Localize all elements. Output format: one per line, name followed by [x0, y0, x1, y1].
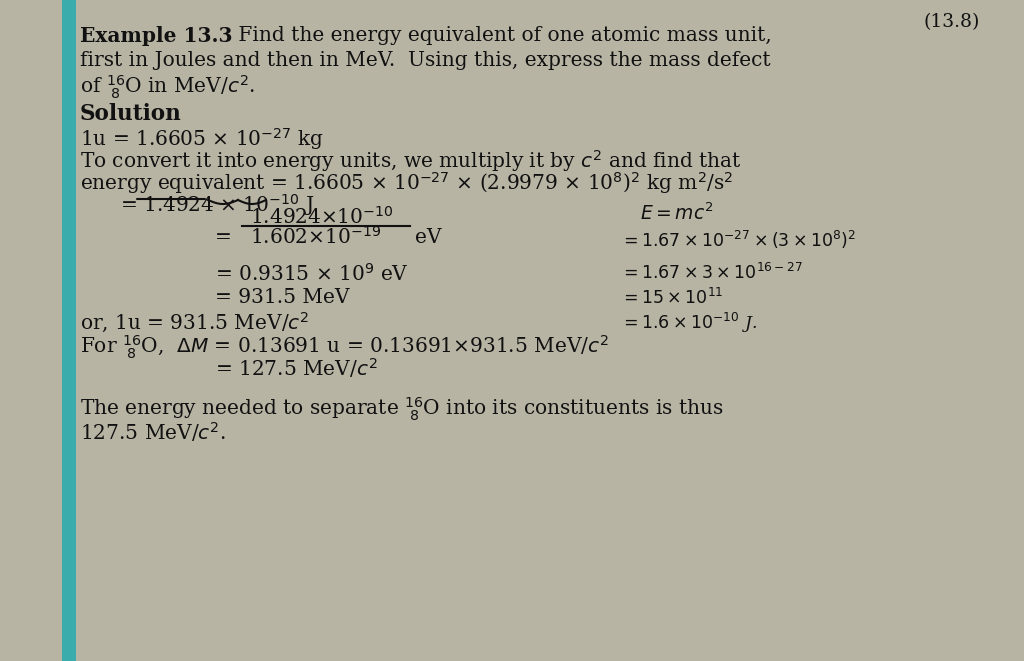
- Text: 127.5 MeV/$c^2$.: 127.5 MeV/$c^2$.: [80, 420, 226, 444]
- Text: For $^{16}_{\ 8}$O,  $\Delta M$ = 0.13691 u = 0.13691$\times$931.5 MeV/$c^2$: For $^{16}_{\ 8}$O, $\Delta M$ = 0.13691…: [80, 334, 609, 362]
- Text: eV: eV: [415, 228, 441, 247]
- Text: =: =: [215, 228, 231, 247]
- Text: $E = mc^2$: $E = mc^2$: [640, 203, 714, 225]
- Text: 1u = 1.6605 $\times$ 10$^{-27}$ kg: 1u = 1.6605 $\times$ 10$^{-27}$ kg: [80, 126, 325, 152]
- Text: To convert it into energy units, we multiply it by $c^2$ and find that: To convert it into energy units, we mult…: [80, 148, 741, 174]
- Text: of $^{16}_{\ 8}$O in MeV/$c^2$.: of $^{16}_{\ 8}$O in MeV/$c^2$.: [80, 74, 255, 101]
- Text: The energy needed to separate $^{16}_{\ 8}$O into its constituents is thus: The energy needed to separate $^{16}_{\ …: [80, 396, 724, 424]
- Text: $= 1.6 \times 10^{-10}$ J.: $= 1.6 \times 10^{-10}$ J.: [620, 311, 757, 335]
- Text: $= 15 \times 10^{11}$: $= 15 \times 10^{11}$: [620, 288, 723, 308]
- Text: = 931.5 MeV: = 931.5 MeV: [215, 288, 349, 307]
- Text: = 0.9315 $\times$ 10$^9$ eV: = 0.9315 $\times$ 10$^9$ eV: [215, 263, 409, 285]
- Text: 1.602$\times$10$^{-19}$: 1.602$\times$10$^{-19}$: [250, 226, 381, 248]
- Text: energy equivalent = 1.6605 $\times$ 10$^{-27}$ $\times$ (2.9979 $\times$ 10$^8$): energy equivalent = 1.6605 $\times$ 10$^…: [80, 170, 733, 196]
- Text: = 1.4924 $\times$ 10$^{-10}$ J: = 1.4924 $\times$ 10$^{-10}$ J: [120, 192, 314, 218]
- Text: Find the energy equivalent of one atomic mass unit,: Find the energy equivalent of one atomic…: [232, 26, 772, 45]
- Text: $= 1.67 \times 10^{-27} \times (3 \times 10^8)^2$: $= 1.67 \times 10^{-27} \times (3 \times…: [620, 229, 856, 251]
- Text: $= 1.67 \times 3 \times 10^{16-27}$: $= 1.67 \times 3 \times 10^{16-27}$: [620, 263, 803, 283]
- Text: 1.4924$\times$10$^{-10}$: 1.4924$\times$10$^{-10}$: [250, 206, 393, 228]
- Bar: [62, 0, 76, 661]
- Text: Solution: Solution: [80, 103, 181, 125]
- Text: Example 13.3: Example 13.3: [80, 26, 232, 46]
- Text: or, 1u = 931.5 MeV/$c^2$: or, 1u = 931.5 MeV/$c^2$: [80, 311, 309, 335]
- Text: = 127.5 MeV/$c^2$: = 127.5 MeV/$c^2$: [215, 356, 378, 380]
- Text: (13.8): (13.8): [924, 13, 980, 31]
- Text: first in Joules and then in MeV.  Using this, express the mass defect: first in Joules and then in MeV. Using t…: [80, 51, 771, 70]
